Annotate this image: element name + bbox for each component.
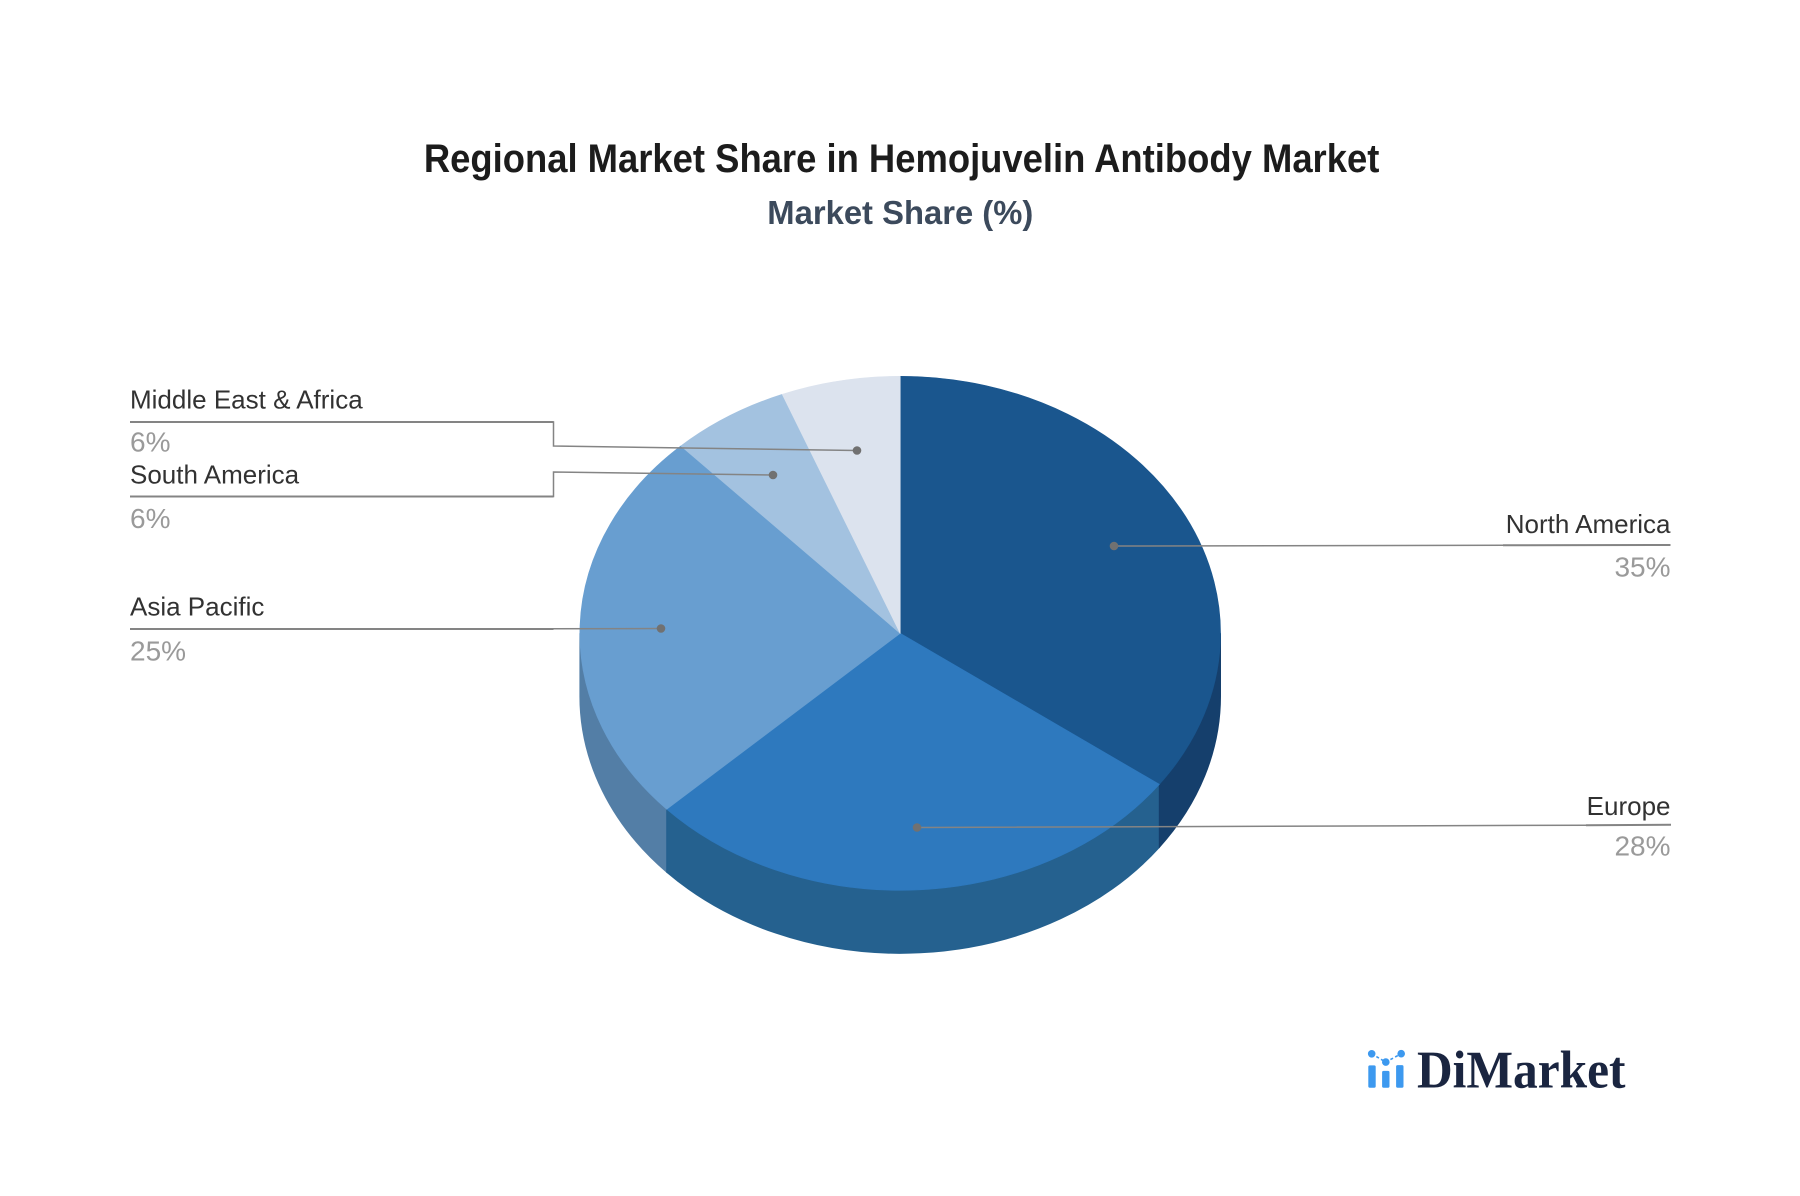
svg-text:DiMarket: DiMarket <box>1417 1042 1626 1100</box>
svg-text:Regional Market Share in Hemoj: Regional Market Share in Hemojuvelin Ant… <box>424 137 1380 181</box>
svg-text:Asia Pacific: Asia Pacific <box>130 592 264 622</box>
svg-text:Middle East & Africa: Middle East & Africa <box>130 384 363 414</box>
svg-text:6%: 6% <box>130 503 170 534</box>
svg-text:25%: 25% <box>130 636 186 667</box>
svg-text:Europe: Europe <box>1587 791 1671 821</box>
svg-text:6%: 6% <box>130 426 170 457</box>
svg-text:North America: North America <box>1506 509 1671 539</box>
svg-text:South America: South America <box>130 460 300 490</box>
svg-text:28%: 28% <box>1614 831 1670 862</box>
svg-text:35%: 35% <box>1614 552 1670 583</box>
svg-text:Market Share (%): Market Share (%) <box>767 194 1033 231</box>
